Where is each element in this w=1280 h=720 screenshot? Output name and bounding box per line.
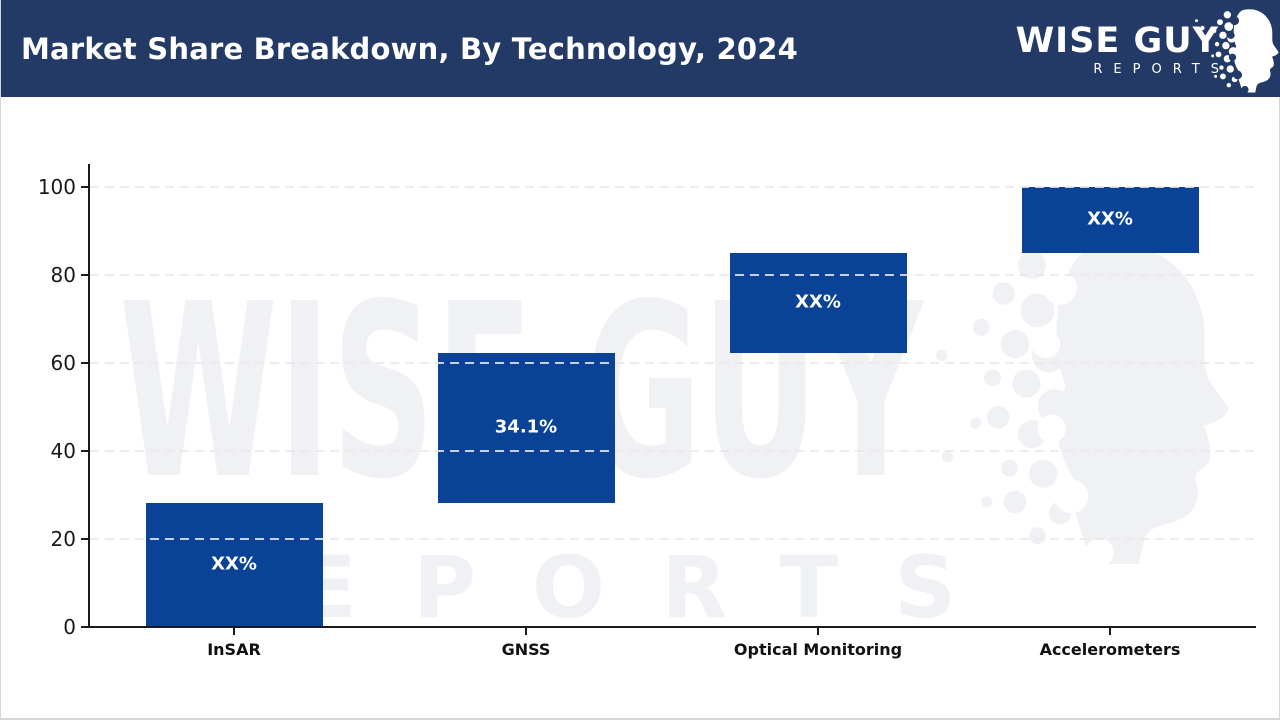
x-label-insar: InSAR bbox=[207, 640, 261, 659]
x-tick-gnss bbox=[525, 628, 527, 635]
header-bar: Market Share Breakdown, By Technology, 2… bbox=[1, 0, 1280, 97]
page-title: Market Share Breakdown, By Technology, 2… bbox=[21, 31, 799, 66]
logo-reports-text: REPORTS bbox=[1093, 62, 1230, 77]
y-label-100: 100 bbox=[37, 175, 76, 199]
y-tick-0 bbox=[81, 626, 88, 628]
bar-accelerometers: XX% bbox=[1021, 187, 1199, 253]
y-tick-20 bbox=[81, 538, 88, 540]
bar-optical-monitoring: XX% bbox=[729, 253, 907, 353]
y-tick-100 bbox=[81, 186, 88, 188]
gridline-80 bbox=[90, 274, 1256, 276]
bar-value-label-gnss: 34.1% bbox=[494, 416, 558, 438]
y-label-60: 60 bbox=[50, 351, 76, 375]
bar-insar: XX% bbox=[145, 502, 323, 627]
logo: WISE GUY REPORTS bbox=[1015, 21, 1219, 77]
x-tick-optical-monitoring bbox=[817, 628, 819, 635]
x-label-gnss: GNSS bbox=[501, 640, 551, 659]
bottom-border bbox=[1, 718, 1279, 720]
logo-head-icon bbox=[1195, 9, 1279, 94]
gridline-20 bbox=[90, 538, 1256, 540]
x-tick-insar bbox=[233, 628, 235, 635]
y-tick-60 bbox=[81, 362, 88, 364]
x-label-accelerometers: Accelerometers bbox=[1039, 640, 1181, 659]
y-tick-80 bbox=[81, 274, 88, 276]
bar-gnss: 34.1% bbox=[437, 352, 615, 503]
y-label-80: 80 bbox=[50, 263, 76, 287]
x-label-optical-monitoring: Optical Monitoring bbox=[733, 640, 903, 659]
gridline-100 bbox=[90, 186, 1256, 188]
y-label-20: 20 bbox=[50, 527, 76, 551]
bar-value-label-insar: XX% bbox=[211, 553, 257, 575]
logo-wordmark: WISE GUY bbox=[1015, 21, 1219, 61]
gridline-60 bbox=[90, 362, 1256, 364]
y-axis-line bbox=[88, 164, 90, 628]
y-tick-40 bbox=[81, 450, 88, 452]
bar-value-label-accelerometers: XX% bbox=[1087, 208, 1133, 230]
y-label-0: 0 bbox=[63, 615, 76, 639]
x-axis-line bbox=[88, 626, 1256, 628]
gridline-40 bbox=[90, 450, 1256, 452]
bar-value-label-optical-monitoring: XX% bbox=[795, 291, 841, 313]
x-tick-accelerometers bbox=[1109, 628, 1111, 635]
y-label-40: 40 bbox=[50, 439, 76, 463]
